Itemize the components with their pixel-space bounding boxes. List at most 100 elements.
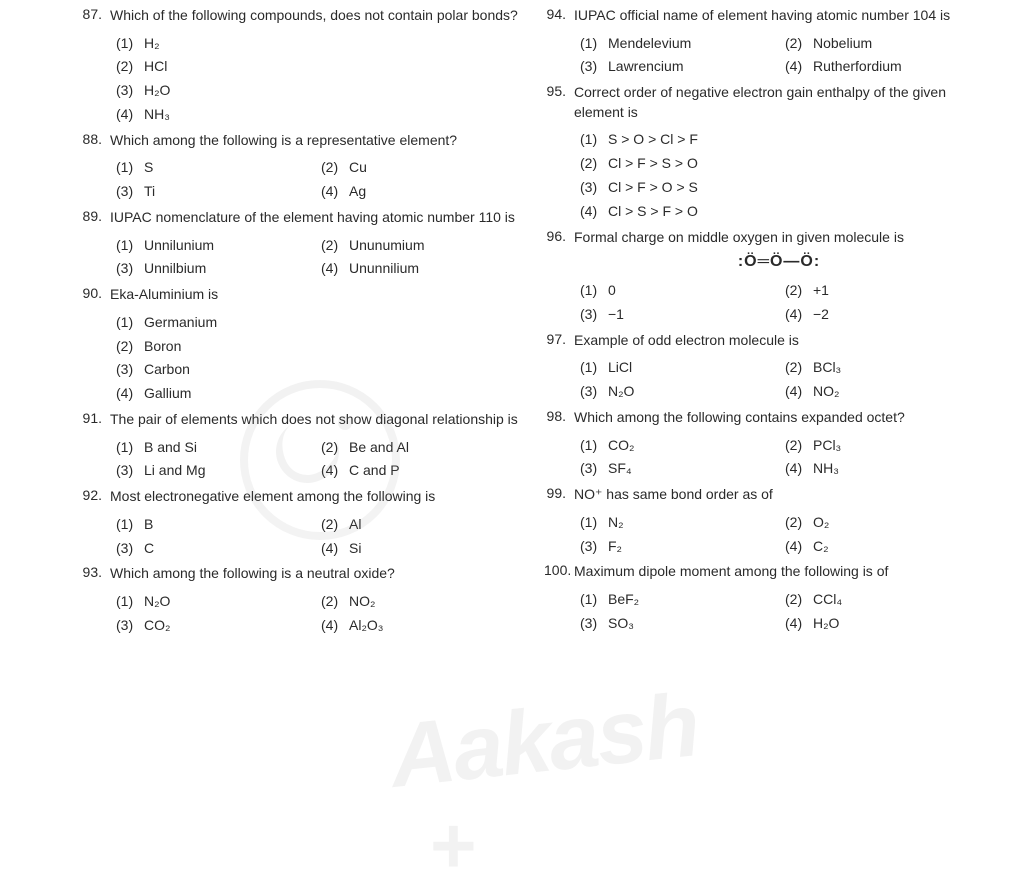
option-text: C and P <box>349 459 520 483</box>
option[interactable]: (2)Cu <box>315 156 520 180</box>
option[interactable]: (3)Carbon <box>110 358 520 382</box>
option[interactable]: (1)B <box>110 513 315 537</box>
question-body: Correct order of negative electron gain … <box>574 83 984 223</box>
option[interactable]: (3)Ti <box>110 180 315 204</box>
option-text: O₂ <box>813 511 984 535</box>
option[interactable]: (2)Al <box>315 513 520 537</box>
option[interactable]: (3)Unnilbium <box>110 257 315 281</box>
option[interactable]: (2)Be and Al <box>315 436 520 460</box>
option[interactable]: (2)Boron <box>110 335 520 359</box>
option[interactable]: (1)N₂O <box>110 590 315 614</box>
option[interactable]: (1)Germanium <box>110 311 520 335</box>
option[interactable]: (2)+1 <box>779 279 984 303</box>
question-number: 100. <box>544 562 574 635</box>
question-number: 94. <box>544 6 574 79</box>
option-number: (3) <box>110 79 144 103</box>
option[interactable]: (4)Si <box>315 537 520 561</box>
option[interactable]: (4)Al₂O₃ <box>315 614 520 638</box>
option[interactable]: (4)Ununnilium <box>315 257 520 281</box>
option-number: (4) <box>779 380 813 404</box>
option-text: S <box>144 156 315 180</box>
option[interactable]: (2)NO₂ <box>315 590 520 614</box>
question-text: Maximum dipole moment among the followin… <box>574 562 984 582</box>
option-number: (2) <box>779 279 813 303</box>
option[interactable]: (3)−1 <box>574 303 779 327</box>
option-text: Al <box>349 513 520 537</box>
option[interactable]: (4)Rutherfordium <box>779 55 984 79</box>
option[interactable]: (1)Mendelevium <box>574 32 779 56</box>
question-text: Correct order of negative electron gain … <box>574 83 984 122</box>
option-number: (1) <box>110 311 144 335</box>
question-number: 98. <box>544 408 574 481</box>
option[interactable]: (1)BeF₂ <box>574 588 779 612</box>
option-text: N₂ <box>608 511 779 535</box>
option[interactable]: (4)H₂O <box>779 612 984 636</box>
option[interactable]: (2)BCl₃ <box>779 356 984 380</box>
option-text: CO₂ <box>608 434 779 458</box>
option[interactable]: (2)Cl > F > S > O <box>574 152 984 176</box>
option-number: (3) <box>110 180 144 204</box>
option[interactable]: (4)NH₃ <box>110 103 520 127</box>
option[interactable]: (3)Li and Mg <box>110 459 315 483</box>
option-text: BeF₂ <box>608 588 779 612</box>
option-number: (2) <box>315 156 349 180</box>
option-number: (1) <box>574 128 608 152</box>
option-number: (2) <box>315 234 349 258</box>
option[interactable]: (1)LiCl <box>574 356 779 380</box>
options-list: (1)N₂O(2)NO₂(3)CO₂(4)Al₂O₃ <box>110 590 520 638</box>
option[interactable]: (2)O₂ <box>779 511 984 535</box>
question: 99.NO⁺ has same bond order as of(1)N₂(2)… <box>544 485 984 558</box>
option[interactable]: (3)C <box>110 537 315 561</box>
option[interactable]: (4)C₂ <box>779 535 984 559</box>
option[interactable]: (3)SO₃ <box>574 612 779 636</box>
option[interactable]: (1)Unnilunium <box>110 234 315 258</box>
option[interactable]: (2)PCl₃ <box>779 434 984 458</box>
option[interactable]: (3)F₂ <box>574 535 779 559</box>
option[interactable]: (1)H₂ <box>110 32 520 56</box>
option[interactable]: (4)C and P <box>315 459 520 483</box>
option[interactable]: (4)NO₂ <box>779 380 984 404</box>
option-number: (3) <box>574 457 608 481</box>
option[interactable]: (3)SF₄ <box>574 457 779 481</box>
options-list: (1)Unnilunium(2)Ununumium(3)Unnilbium(4)… <box>110 234 520 282</box>
option-number: (2) <box>779 588 813 612</box>
option-number: (1) <box>110 590 144 614</box>
option[interactable]: (2)Nobelium <box>779 32 984 56</box>
option[interactable]: (2)HCl <box>110 55 520 79</box>
option[interactable]: (1)B and Si <box>110 436 315 460</box>
option[interactable]: (4)NH₃ <box>779 457 984 481</box>
option-number: (3) <box>110 257 144 281</box>
option-number: (1) <box>110 32 144 56</box>
question-body: IUPAC official name of element having at… <box>574 6 984 79</box>
option[interactable]: (2)CCl₄ <box>779 588 984 612</box>
option[interactable]: (1)S > O > Cl > F <box>574 128 984 152</box>
options-list: (1)H₂(2)HCl(3)H₂O(4)NH₃ <box>110 32 520 127</box>
question-body: Which among the following is a represent… <box>110 131 520 204</box>
option-text: NO₂ <box>349 590 520 614</box>
option[interactable]: (1)N₂ <box>574 511 779 535</box>
option[interactable]: (4)−2 <box>779 303 984 327</box>
option-text: H₂O <box>813 612 984 636</box>
option-text: Unnilunium <box>144 234 315 258</box>
question-number: 99. <box>544 485 574 558</box>
option[interactable]: (3)CO₂ <box>110 614 315 638</box>
option-number: (2) <box>315 513 349 537</box>
option-text: Ti <box>144 180 315 204</box>
option[interactable]: (4)Cl > S > F > O <box>574 200 984 224</box>
option[interactable]: (1)0 <box>574 279 779 303</box>
option[interactable]: (3)N₂O <box>574 380 779 404</box>
option[interactable]: (3)H₂O <box>110 79 520 103</box>
option-text: LiCl <box>608 356 779 380</box>
option[interactable]: (2)Ununumium <box>315 234 520 258</box>
question-number: 87. <box>80 6 110 127</box>
option[interactable]: (1)CO₂ <box>574 434 779 458</box>
option-number: (4) <box>779 535 813 559</box>
question-text: The pair of elements which does not show… <box>110 410 520 430</box>
option[interactable]: (3)Cl > F > O > S <box>574 176 984 200</box>
options-list: (1)LiCl(2)BCl₃(3)N₂O(4)NO₂ <box>574 356 984 404</box>
option[interactable]: (1)S <box>110 156 315 180</box>
option-number: (4) <box>110 382 144 406</box>
option[interactable]: (3)Lawrencium <box>574 55 779 79</box>
option[interactable]: (4)Gallium <box>110 382 520 406</box>
option[interactable]: (4)Ag <box>315 180 520 204</box>
